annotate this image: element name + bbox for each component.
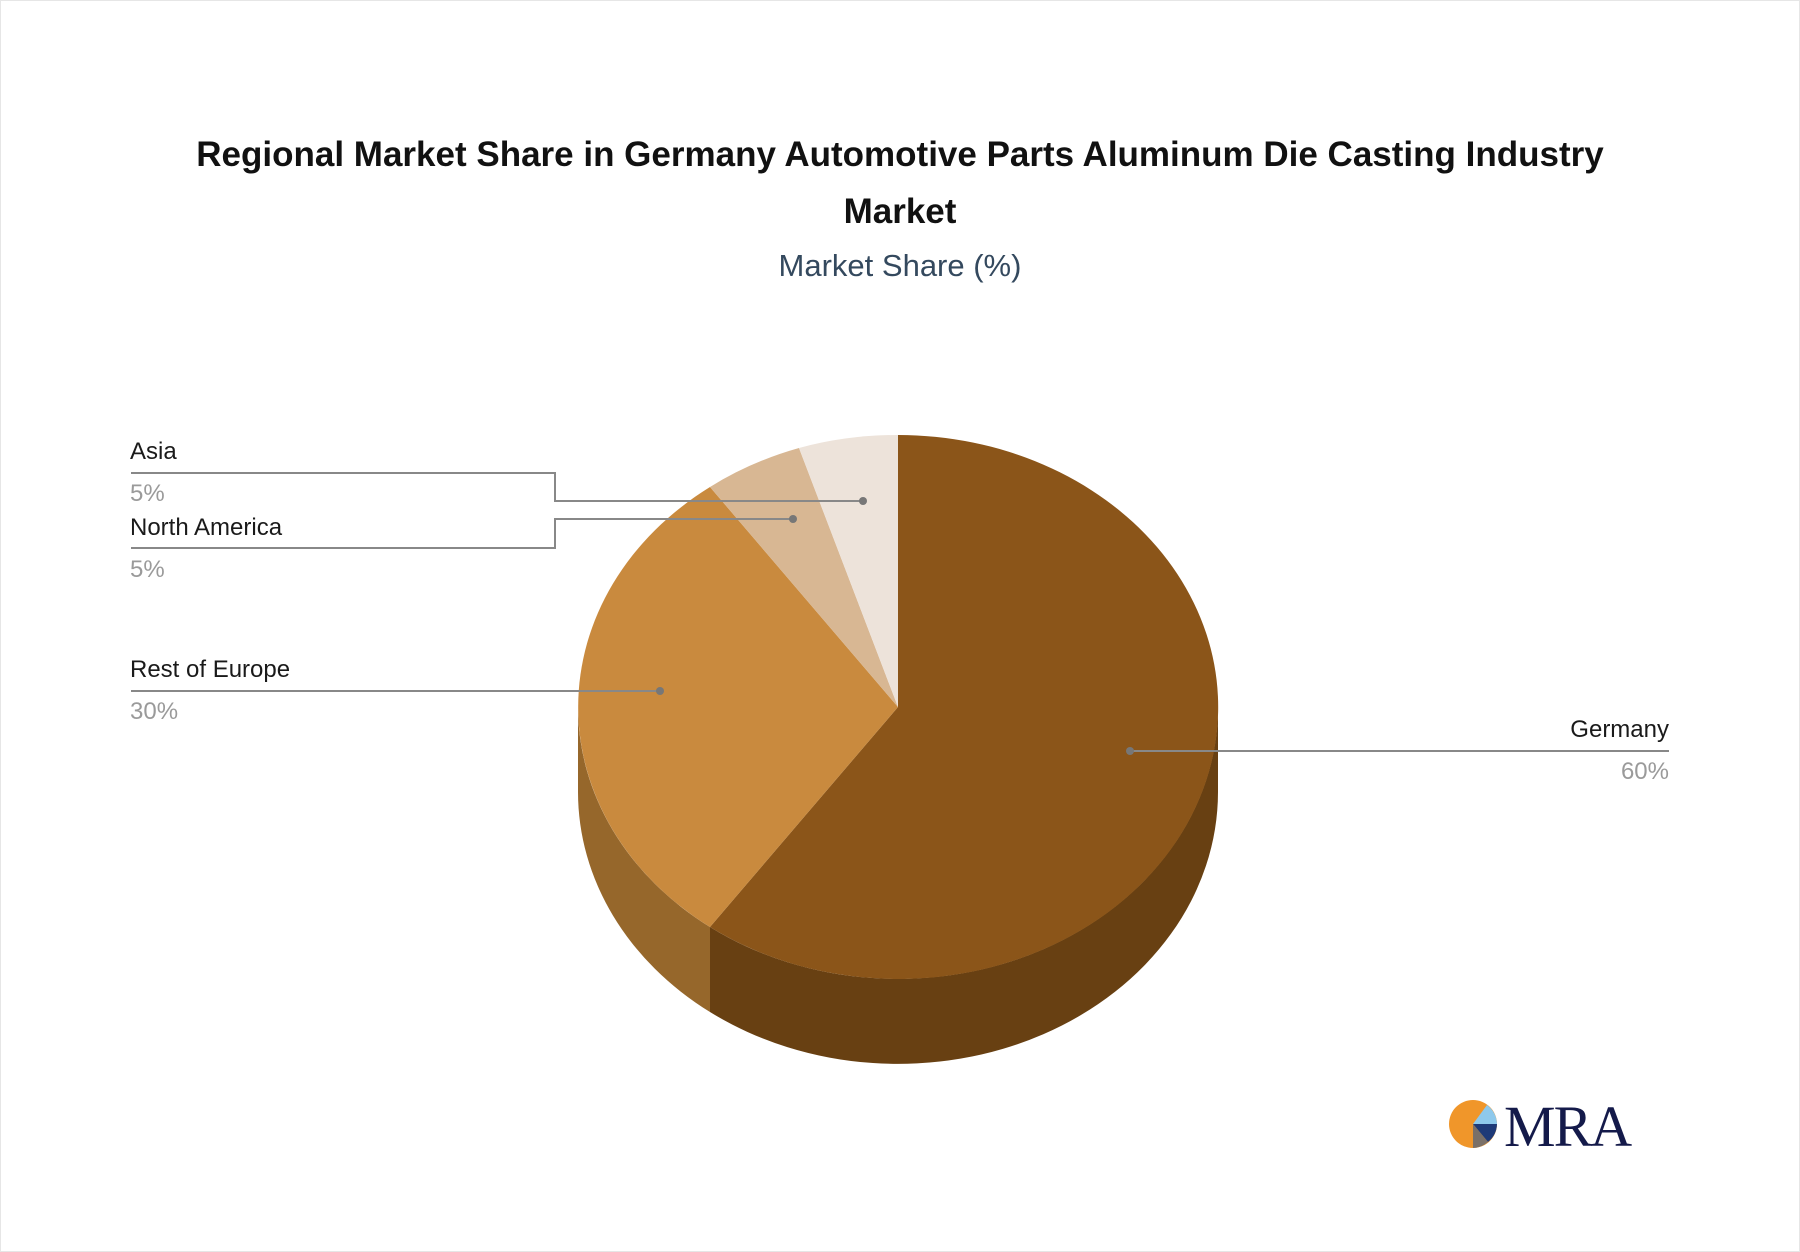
leader-north-america <box>131 518 793 549</box>
pie-side-rest-of-europe <box>578 707 710 1012</box>
slice-north-america[interactable] <box>710 448 898 707</box>
chart-title-line1: Regional Market Share in Germany Automot… <box>196 135 1604 174</box>
label-north-america: North America <box>130 514 283 541</box>
value-germany: 60% <box>1620 758 1669 785</box>
value-rest-of-europe: 30% <box>130 698 179 725</box>
pie-side-germany <box>710 707 1218 1064</box>
label-germany: Germany <box>1570 716 1669 743</box>
mra-logo: MRA <box>1448 1094 1638 1159</box>
logo-pie-icon <box>1449 1100 1497 1148</box>
label-asia: Asia <box>130 438 177 465</box>
slice-rest-of-europe[interactable] <box>578 487 898 927</box>
leader-asia <box>131 472 863 502</box>
logo-text: MRA <box>1504 1094 1632 1159</box>
chart-title-line2: Market <box>843 192 957 231</box>
slice-germany[interactable] <box>710 434 1219 979</box>
label-rest-of-europe: Rest of Europe <box>130 656 291 683</box>
value-north-america: 5% <box>130 556 165 583</box>
chart-subtitle: Market Share (%) <box>778 248 1022 283</box>
value-asia: 5% <box>130 480 165 507</box>
slice-asia[interactable] <box>799 434 898 707</box>
